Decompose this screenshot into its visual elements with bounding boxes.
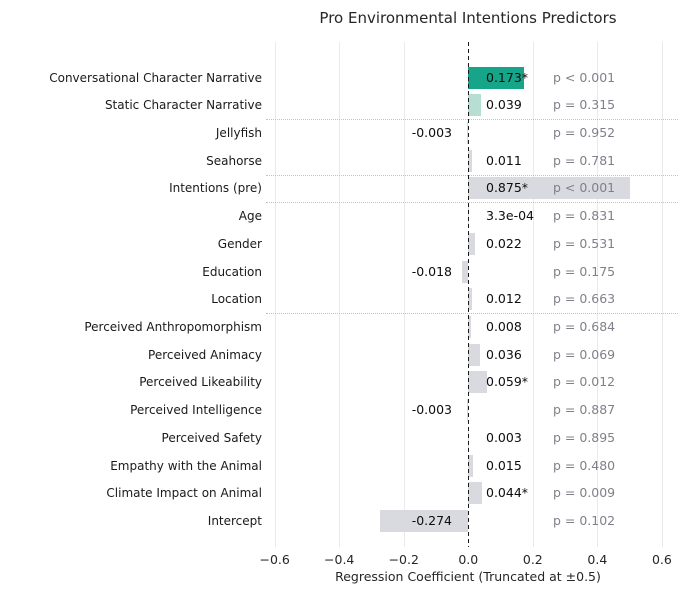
predictor-label: Perceived Intelligence (130, 403, 262, 418)
coefficient-value: 0.015 (486, 457, 522, 473)
p-value: p < 0.001 (553, 180, 616, 196)
p-value: p = 0.895 (553, 429, 616, 445)
coefficient-value: 0.011 (486, 152, 522, 168)
predictor-label: Perceived Safety (161, 430, 262, 445)
coefficient-bar (462, 260, 469, 283)
coefficient-value: 0.012 (486, 291, 522, 307)
coefficient-bar (468, 177, 630, 200)
x-axis-label: Regression Coefficient (Truncated at ±0.… (335, 569, 601, 584)
coefficient-bar (468, 66, 525, 89)
coefficient-value: 3.3e-04 (486, 208, 534, 224)
p-value: p = 0.887 (553, 402, 616, 418)
gridline (597, 42, 599, 547)
coefficient-bar (468, 454, 474, 477)
predictor-label: Empathy with the Animal (110, 458, 262, 473)
gridline (661, 42, 663, 547)
coefficient-value: 0.039 (486, 97, 522, 113)
coefficient-bar (468, 315, 471, 338)
p-value: p = 0.781 (553, 152, 616, 168)
section-separator (266, 313, 678, 315)
predictor-label: Age (238, 209, 262, 224)
section-separator (266, 174, 678, 176)
section-separator (266, 119, 678, 121)
coefficient-value: 0.059* (486, 374, 529, 390)
coefficient-bar (468, 288, 473, 311)
x-tick-label: 0.4 (587, 552, 608, 567)
p-value: p < 0.001 (553, 69, 616, 85)
coefficient-value: 0.036 (486, 346, 522, 362)
gridline (339, 42, 341, 547)
coefficient-bar (468, 343, 480, 366)
p-value: p = 0.531 (553, 235, 616, 251)
x-tick-label: −0.4 (324, 552, 355, 567)
gridline (403, 42, 405, 547)
gridline (532, 42, 534, 547)
p-value: p = 0.952 (553, 124, 616, 140)
coefficient-bar (468, 482, 483, 505)
p-value: p = 0.012 (553, 374, 616, 390)
predictor-label: Static Character Narrative (104, 98, 262, 113)
gridline (274, 42, 276, 547)
coefficient-value: 0.003 (486, 429, 522, 445)
predictor-label: Intercept (207, 514, 262, 529)
p-value: p = 0.831 (553, 208, 616, 224)
coefficient-value: -0.003 (411, 124, 452, 140)
predictor-label: Climate Impact on Animal (106, 486, 262, 501)
coefficient-value: 0.875* (486, 180, 529, 196)
coefficient-bar (468, 94, 481, 117)
p-value: p = 0.069 (553, 346, 616, 362)
p-value: p = 0.684 (553, 318, 616, 334)
chart-title: Pro Environmental Intentions Predictors (319, 9, 617, 27)
coefficient-value: -0.018 (411, 263, 452, 279)
coefficient-bar (379, 510, 469, 533)
coefficient-value: 0.022 (486, 235, 522, 251)
predictor-label: Jellyfish (215, 125, 262, 140)
p-value: p = 0.480 (553, 457, 616, 473)
x-tick-label: −0.2 (388, 552, 419, 567)
predictor-label: Education (202, 264, 262, 279)
predictor-label: Intentions (pre) (169, 181, 262, 196)
zero-reference-line (467, 42, 470, 547)
section-separator (266, 202, 678, 204)
predictor-label: Perceived Animacy (148, 347, 262, 362)
predictor-label: Location (211, 292, 262, 307)
predictor-label: Gender (217, 236, 262, 251)
coefficient-value: 0.044* (486, 485, 529, 501)
coefficient-value: 0.173* (486, 69, 529, 85)
x-tick-label: 0.6 (651, 552, 672, 567)
coefficient-bar (468, 371, 488, 394)
coefficient-value: -0.003 (411, 402, 452, 418)
coefficient-bar (468, 232, 476, 255)
p-value: p = 0.175 (553, 263, 616, 279)
p-value: p = 0.102 (553, 513, 616, 529)
coefficient-bar (468, 149, 472, 172)
coefficient-value: 0.008 (486, 318, 522, 334)
x-tick-label: 0.2 (522, 552, 543, 567)
predictor-label: Perceived Anthropomorphism (84, 319, 262, 334)
predictor-label: Perceived Likeability (139, 375, 262, 390)
p-value: p = 0.663 (553, 291, 616, 307)
x-tick-label: 0.0 (458, 552, 479, 567)
coefficient-value: -0.274 (411, 513, 452, 529)
predictor-label: Seahorse (206, 153, 262, 168)
p-value: p = 0.315 (553, 97, 616, 113)
p-value: p = 0.009 (553, 485, 616, 501)
predictor-label: Conversational Character Narrative (49, 70, 262, 85)
x-tick-label: −0.6 (259, 552, 290, 567)
